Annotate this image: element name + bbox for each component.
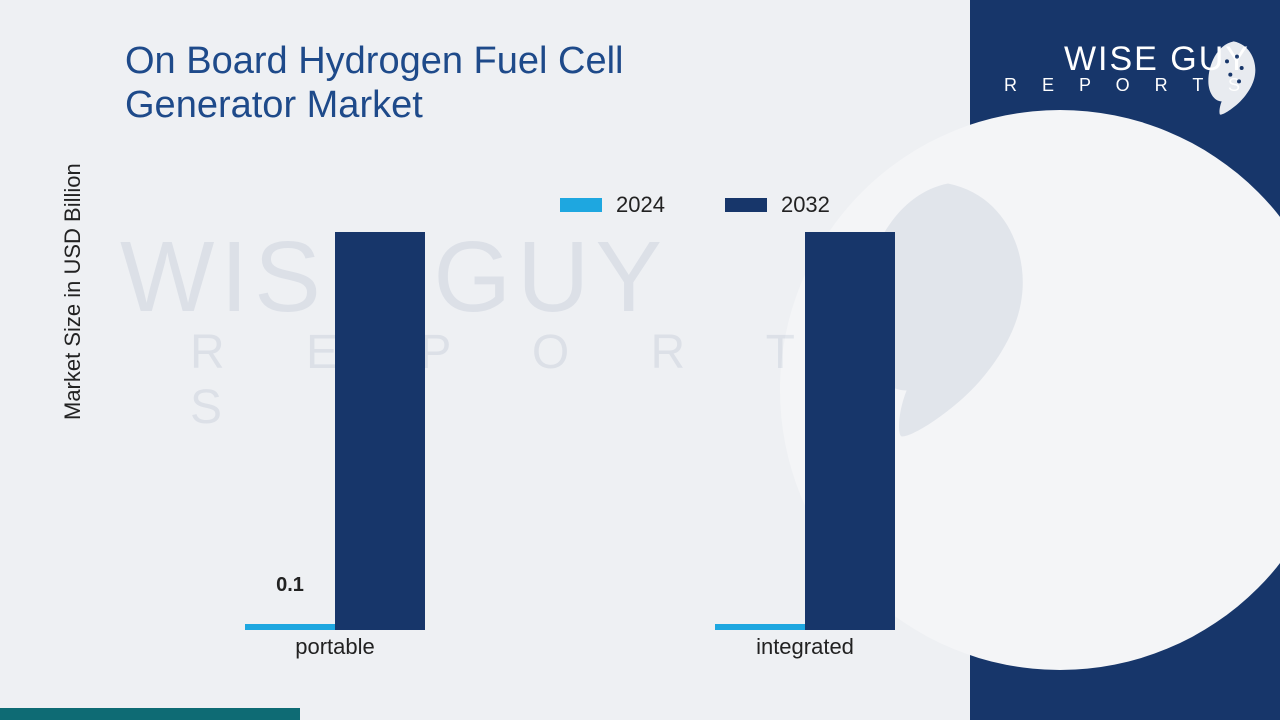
legend-item-2032: 2032 bbox=[725, 192, 830, 218]
bar-value-label: 0.1 bbox=[276, 574, 304, 597]
chart-title: On Board Hydrogen Fuel Cell Generator Ma… bbox=[125, 40, 765, 127]
bottom-strip bbox=[0, 708, 300, 720]
brand-head-icon bbox=[1192, 38, 1262, 118]
x-category-label: integrated bbox=[756, 634, 854, 660]
legend-swatch-2024 bbox=[560, 198, 602, 212]
legend-label-2032: 2032 bbox=[781, 192, 830, 218]
legend-item-2024: 2024 bbox=[560, 192, 665, 218]
infographic-canvas: WISE GUY R E P O R T S WISE GUY R E P O … bbox=[0, 0, 1280, 720]
bar-2032-portable bbox=[335, 232, 425, 630]
legend: 2024 2032 bbox=[560, 192, 830, 218]
legend-label-2024: 2024 bbox=[616, 192, 665, 218]
plot-area: 0.1 bbox=[100, 230, 930, 630]
bar-chart: 0.1 portable integrated bbox=[100, 230, 930, 660]
x-axis: portable integrated bbox=[100, 630, 930, 660]
bar-2032-integrated bbox=[805, 232, 895, 630]
x-category-label: portable bbox=[295, 634, 375, 660]
legend-swatch-2032 bbox=[725, 198, 767, 212]
y-axis-label: Market Size in USD Billion bbox=[60, 163, 86, 420]
